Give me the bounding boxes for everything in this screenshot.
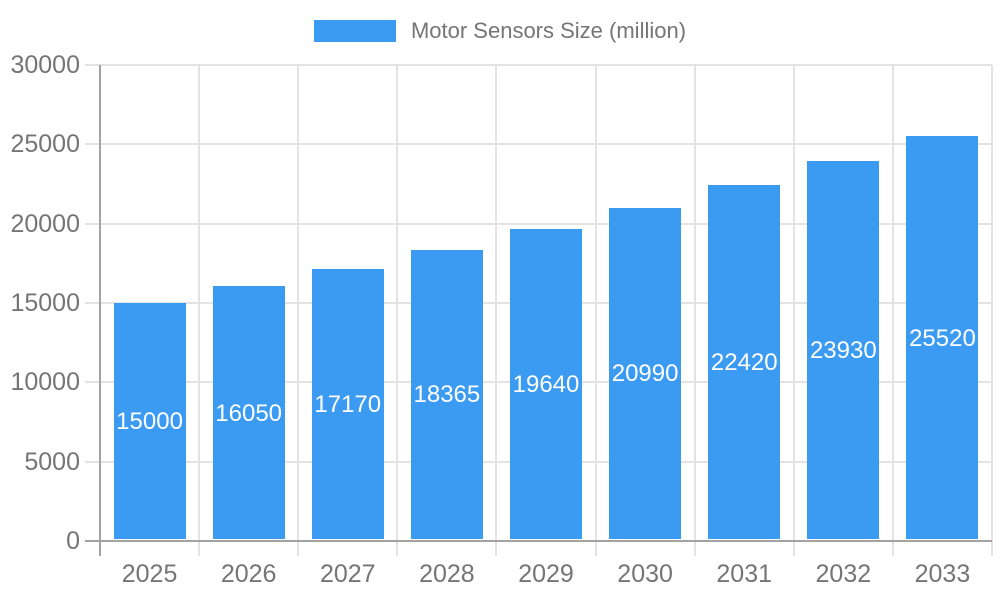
legend-swatch <box>313 20 396 42</box>
y-axis-label: 0 <box>66 527 80 555</box>
gridline-x-boundary <box>891 65 894 556</box>
gridline-y-25000 <box>85 143 992 146</box>
legend-label: Motor Sensors Size (million) <box>410 18 687 43</box>
y-axis-label: 30000 <box>10 51 80 79</box>
gridline-x-boundary <box>792 65 795 556</box>
x-axis-label: 2031 <box>716 560 773 588</box>
gridline-x-boundary <box>495 65 498 556</box>
gridline-y-20000 <box>85 222 992 225</box>
bar-2027[interactable] <box>311 268 384 539</box>
bar-2032[interactable] <box>807 161 880 539</box>
y-axis-label: 10000 <box>10 368 80 397</box>
y-axis-label: 15000 <box>10 289 80 317</box>
x-axis-label: 2025 <box>121 560 178 588</box>
gridline-x-boundary <box>297 65 300 556</box>
x-axis-label: 2033 <box>914 560 971 588</box>
x-axis-line <box>85 540 992 542</box>
bar-2026[interactable] <box>212 286 285 539</box>
bar-2025[interactable] <box>113 303 186 539</box>
bar-2028[interactable] <box>410 249 483 539</box>
gridline-x-boundary <box>198 65 201 556</box>
x-axis-label: 2030 <box>617 560 673 588</box>
y-axis-label: 25000 <box>10 130 80 159</box>
legend[interactable]: Motor Sensors Size (million) <box>0 18 1000 44</box>
gridline-x-boundary <box>991 65 993 556</box>
x-axis-label: 2028 <box>419 560 475 588</box>
bar-value-label: 23930 <box>809 337 877 365</box>
y-axis-label: 20000 <box>10 209 80 238</box>
x-axis-label: 2029 <box>518 560 574 588</box>
bar-2030[interactable] <box>609 207 682 539</box>
bar-value-label: 18365 <box>413 381 481 409</box>
x-axis-label: 2027 <box>319 560 376 588</box>
x-axis-label: 2026 <box>220 560 277 588</box>
y-axis-label: 5000 <box>24 447 80 476</box>
bar-2029[interactable] <box>510 229 582 539</box>
bar-value-label: 25520 <box>909 324 976 352</box>
bar-value-label: 22420 <box>710 349 778 377</box>
bar-2033[interactable] <box>906 136 979 539</box>
bar-value-label: 15000 <box>116 408 183 435</box>
gridline-x-boundary <box>693 65 696 556</box>
bar-value-label: 19640 <box>512 371 580 399</box>
x-axis-label: 2032 <box>815 560 872 588</box>
gridline-x-boundary <box>594 65 597 556</box>
bar-value-label: 16050 <box>215 399 283 427</box>
gridline-x-boundary <box>396 65 399 556</box>
gridline-y-30000 <box>85 64 992 66</box>
bar-value-label: 17170 <box>314 390 382 418</box>
bar-2031[interactable] <box>708 185 781 539</box>
y-axis-line <box>99 65 101 556</box>
bar-value-label: 20990 <box>611 360 679 388</box>
